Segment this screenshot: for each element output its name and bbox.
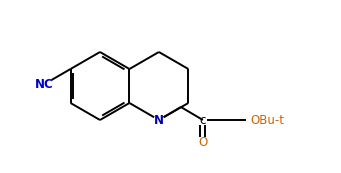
Text: OBu-t: OBu-t <box>250 113 284 126</box>
Text: N: N <box>154 113 164 126</box>
Text: NC: NC <box>35 78 54 90</box>
Text: O: O <box>198 136 208 149</box>
Text: c: c <box>200 113 206 126</box>
